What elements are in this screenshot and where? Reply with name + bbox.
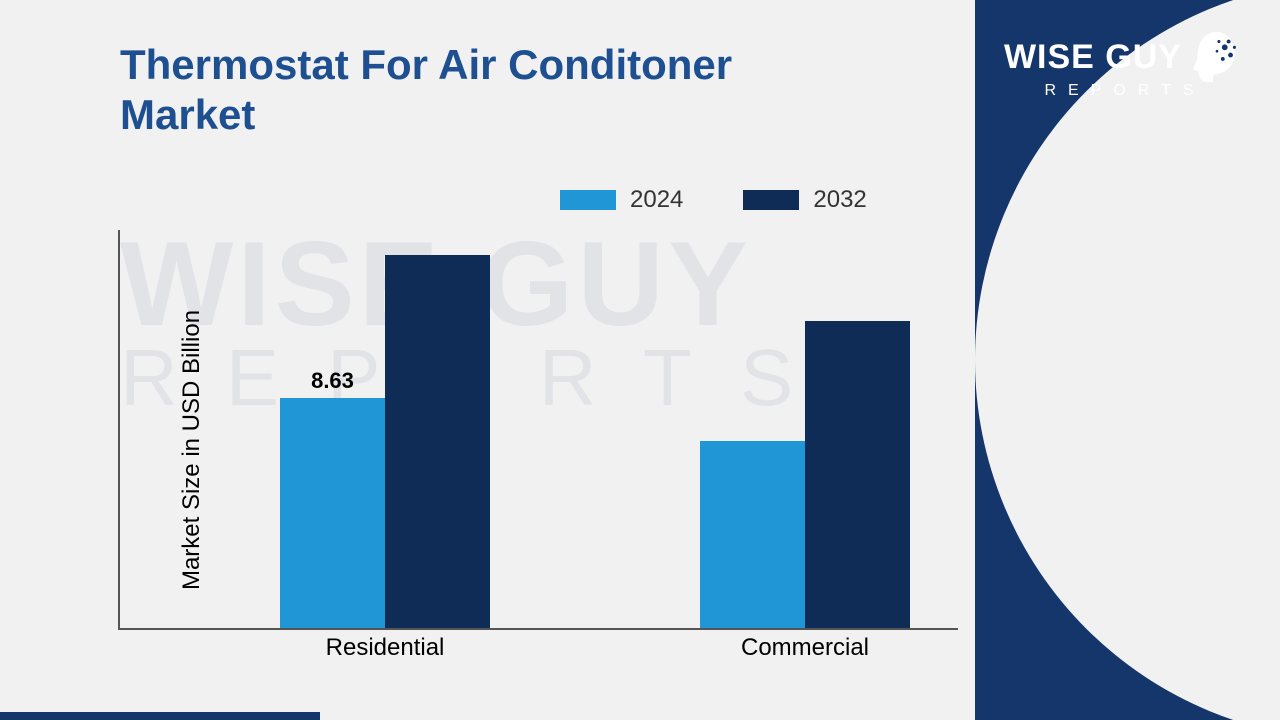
chart-title: Thermostat For Air Conditoner Market bbox=[120, 40, 820, 141]
plot-area: 8.63Residential Commercial bbox=[118, 230, 958, 630]
bottom-accent-bar bbox=[0, 712, 320, 720]
logo-text-line1: WISE GUY bbox=[1004, 38, 1182, 77]
x-axis-label: Commercial bbox=[741, 634, 869, 662]
bar bbox=[700, 441, 805, 628]
legend-swatch-2024 bbox=[560, 190, 616, 210]
legend-label-2024: 2024 bbox=[630, 186, 683, 214]
legend-label-2032: 2032 bbox=[813, 186, 866, 214]
brain-head-icon bbox=[1188, 28, 1246, 86]
bar-chart: Market Size in USD Billion 8.63Residenti… bbox=[98, 220, 958, 680]
legend-item-2024: 2024 bbox=[560, 186, 683, 214]
legend-item-2032: 2032 bbox=[743, 186, 866, 214]
legend-swatch-2032 bbox=[743, 190, 799, 210]
bar-value-label: 8.63 bbox=[280, 368, 385, 394]
brand-logo: WISE GUY REPORTS bbox=[1004, 28, 1246, 100]
legend: 2024 2032 bbox=[560, 186, 867, 214]
canvas: WISE GUY REPORTS WISE GUY REPORTS Thermo… bbox=[0, 0, 1280, 720]
right-panel bbox=[975, 0, 1280, 720]
bar-group: Commercial bbox=[700, 321, 910, 628]
bar-group: 8.63Residential bbox=[280, 255, 490, 628]
bar: 8.63 bbox=[280, 398, 385, 628]
x-axis-label: Residential bbox=[326, 634, 445, 662]
bar bbox=[385, 255, 490, 628]
bar bbox=[805, 321, 910, 628]
